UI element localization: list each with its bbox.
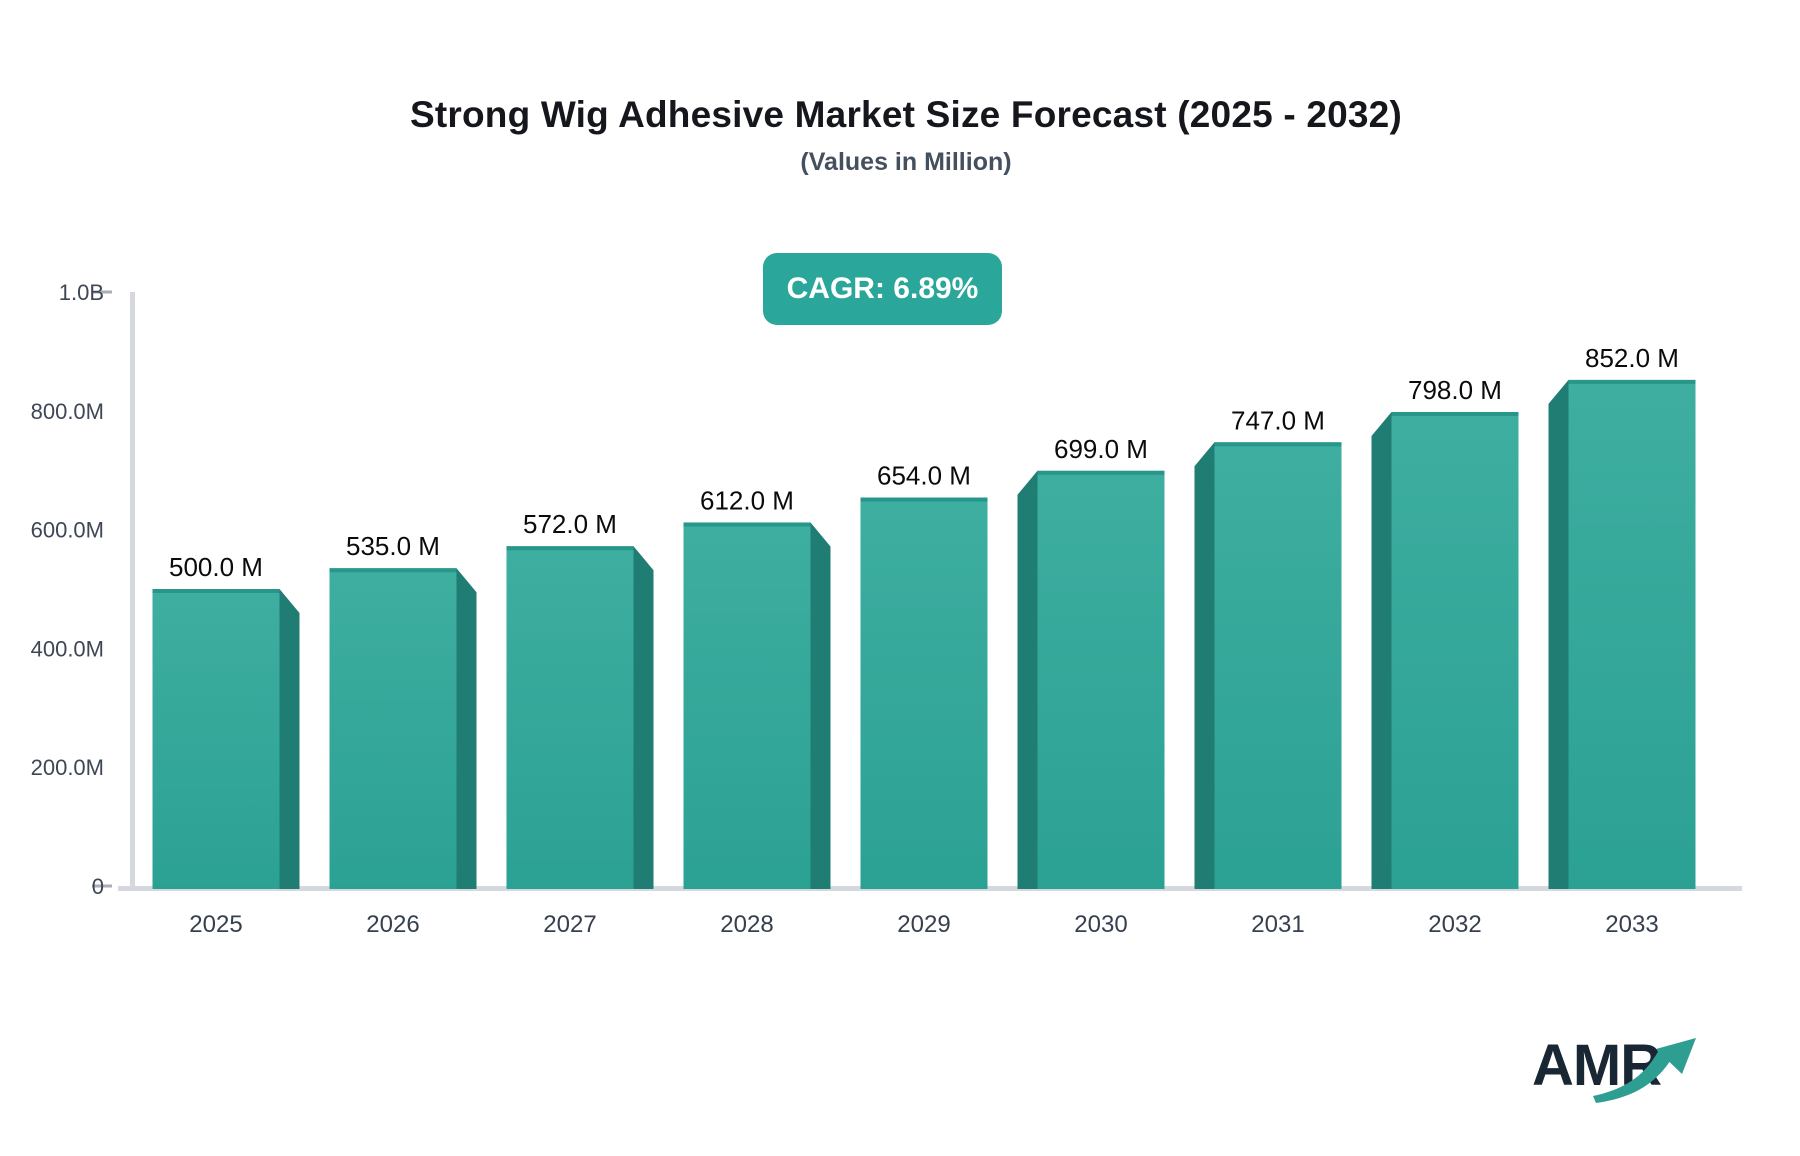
bar-group: 654.0 M 2029 bbox=[860, 461, 988, 938]
bar-face bbox=[1214, 442, 1342, 889]
bar-group: 500.0 M 2025 bbox=[152, 552, 300, 938]
cagr-badge: CAGR: 6.89% bbox=[763, 253, 1002, 325]
bar-face bbox=[152, 589, 280, 889]
amr-logo-arrow-icon bbox=[1593, 1038, 1696, 1103]
bar-value-label: 535.0 M bbox=[346, 531, 440, 561]
bar-cap bbox=[860, 497, 988, 502]
bar-face bbox=[683, 522, 811, 889]
bar-value-label: 654.0 M bbox=[877, 461, 971, 491]
bar-value-label: 572.0 M bbox=[523, 509, 617, 539]
chart-title: Strong Wig Adhesive Market Size Forecast… bbox=[410, 94, 1402, 135]
y-tick-label: 200.0M bbox=[31, 755, 104, 780]
x-tick-label: 2033 bbox=[1605, 911, 1658, 938]
y-tick-label: 400.0M bbox=[31, 636, 104, 661]
x-tick-label: 2028 bbox=[720, 911, 773, 938]
bar-face bbox=[1568, 379, 1696, 889]
bar-cap bbox=[1037, 470, 1165, 475]
bar-side bbox=[633, 546, 654, 889]
amr-logo: AMR bbox=[1532, 1032, 1722, 1122]
bar-face bbox=[1037, 470, 1165, 889]
bar-value-label: 699.0 M bbox=[1054, 434, 1148, 464]
x-tick-label: 2031 bbox=[1251, 911, 1304, 938]
y-tick-mark bbox=[92, 884, 112, 888]
bar-value-label: 852.0 M bbox=[1585, 343, 1679, 373]
x-tick-label: 2026 bbox=[366, 911, 419, 938]
bar-group: 572.0 M 2027 bbox=[506, 509, 654, 938]
bar-cap bbox=[329, 568, 457, 573]
x-tick-label: 2030 bbox=[1074, 911, 1127, 938]
bar-side bbox=[1371, 411, 1392, 889]
chart-subtitle: (Values in Million) bbox=[800, 148, 1012, 176]
bar-group: 535.0 M 2026 bbox=[329, 531, 477, 938]
bar-face bbox=[860, 497, 988, 889]
bar-value-label: 798.0 M bbox=[1408, 375, 1502, 405]
bar-group: 747.0 M 2031 bbox=[1194, 405, 1342, 938]
bar-cap bbox=[1214, 442, 1342, 447]
bar-cap bbox=[152, 589, 280, 593]
bar-cap bbox=[1391, 411, 1519, 416]
y-axis-line bbox=[130, 292, 135, 891]
bar-cap bbox=[1568, 379, 1696, 384]
bar-value-label: 747.0 M bbox=[1231, 405, 1325, 435]
bar-side bbox=[1194, 442, 1215, 889]
bar-group: 852.0 M 2033 bbox=[1548, 343, 1696, 938]
bar-cap bbox=[683, 522, 811, 527]
bar-cap bbox=[506, 546, 634, 551]
bar-value-label: 612.0 M bbox=[700, 485, 794, 515]
y-tick-label: 1.0B bbox=[59, 280, 104, 305]
x-tick-label: 2032 bbox=[1428, 911, 1481, 938]
y-tick-label: 600.0M bbox=[31, 518, 104, 543]
bar-group: 798.0 M 2032 bbox=[1371, 375, 1519, 938]
bar-group: 699.0 M 2030 bbox=[1017, 434, 1165, 938]
bar-side bbox=[456, 568, 477, 889]
y-tick-label: 800.0M bbox=[31, 399, 104, 424]
bar-side bbox=[279, 589, 300, 889]
bar-side bbox=[1548, 379, 1569, 889]
bar-face bbox=[506, 546, 634, 889]
x-tick-label: 2027 bbox=[543, 911, 596, 938]
x-tick-label: 2029 bbox=[897, 911, 950, 938]
bar-face bbox=[329, 568, 457, 889]
bar-side bbox=[810, 522, 831, 889]
bar-face bbox=[1391, 411, 1519, 889]
x-tick-label: 2025 bbox=[189, 911, 242, 938]
bar-value-label: 500.0 M bbox=[169, 552, 263, 582]
y-tick-mark bbox=[92, 290, 112, 294]
bar-side bbox=[1017, 470, 1038, 889]
y-tick-label: 0 bbox=[92, 874, 104, 899]
bar-group: 612.0 M 2028 bbox=[683, 485, 831, 938]
